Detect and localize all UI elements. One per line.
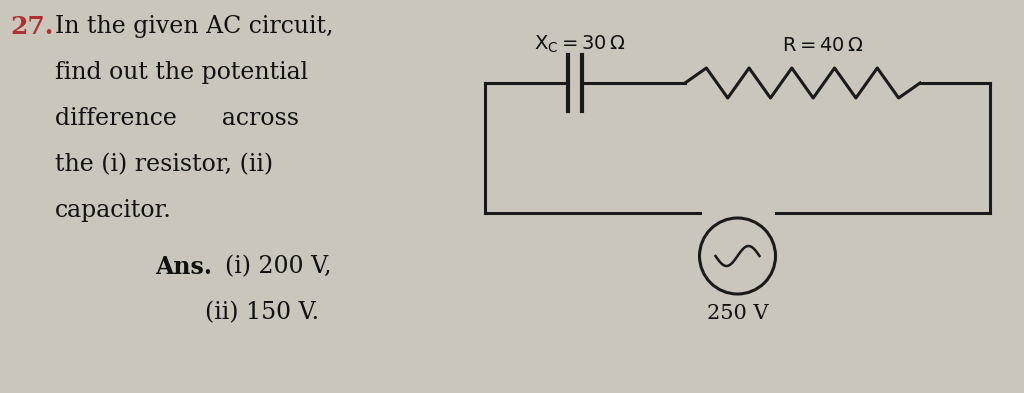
Text: 250 V: 250 V	[707, 304, 768, 323]
Text: the (i) resistor, (ii): the (i) resistor, (ii)	[55, 153, 273, 176]
Text: 27.: 27.	[10, 15, 53, 39]
Text: find out the potential: find out the potential	[55, 61, 308, 84]
Text: Ans.: Ans.	[155, 255, 212, 279]
Text: $\mathrm{X_C=30\,\Omega}$: $\mathrm{X_C=30\,\Omega}$	[535, 34, 626, 55]
Text: In the given AC circuit,: In the given AC circuit,	[55, 15, 334, 38]
Text: capacitor.: capacitor.	[55, 199, 172, 222]
Text: difference      across: difference across	[55, 107, 299, 130]
Text: $\mathrm{R=40\,\Omega}$: $\mathrm{R=40\,\Omega}$	[781, 37, 863, 55]
Text: (i) 200 V,: (i) 200 V,	[225, 255, 332, 278]
Text: (ii) 150 V.: (ii) 150 V.	[205, 301, 319, 324]
